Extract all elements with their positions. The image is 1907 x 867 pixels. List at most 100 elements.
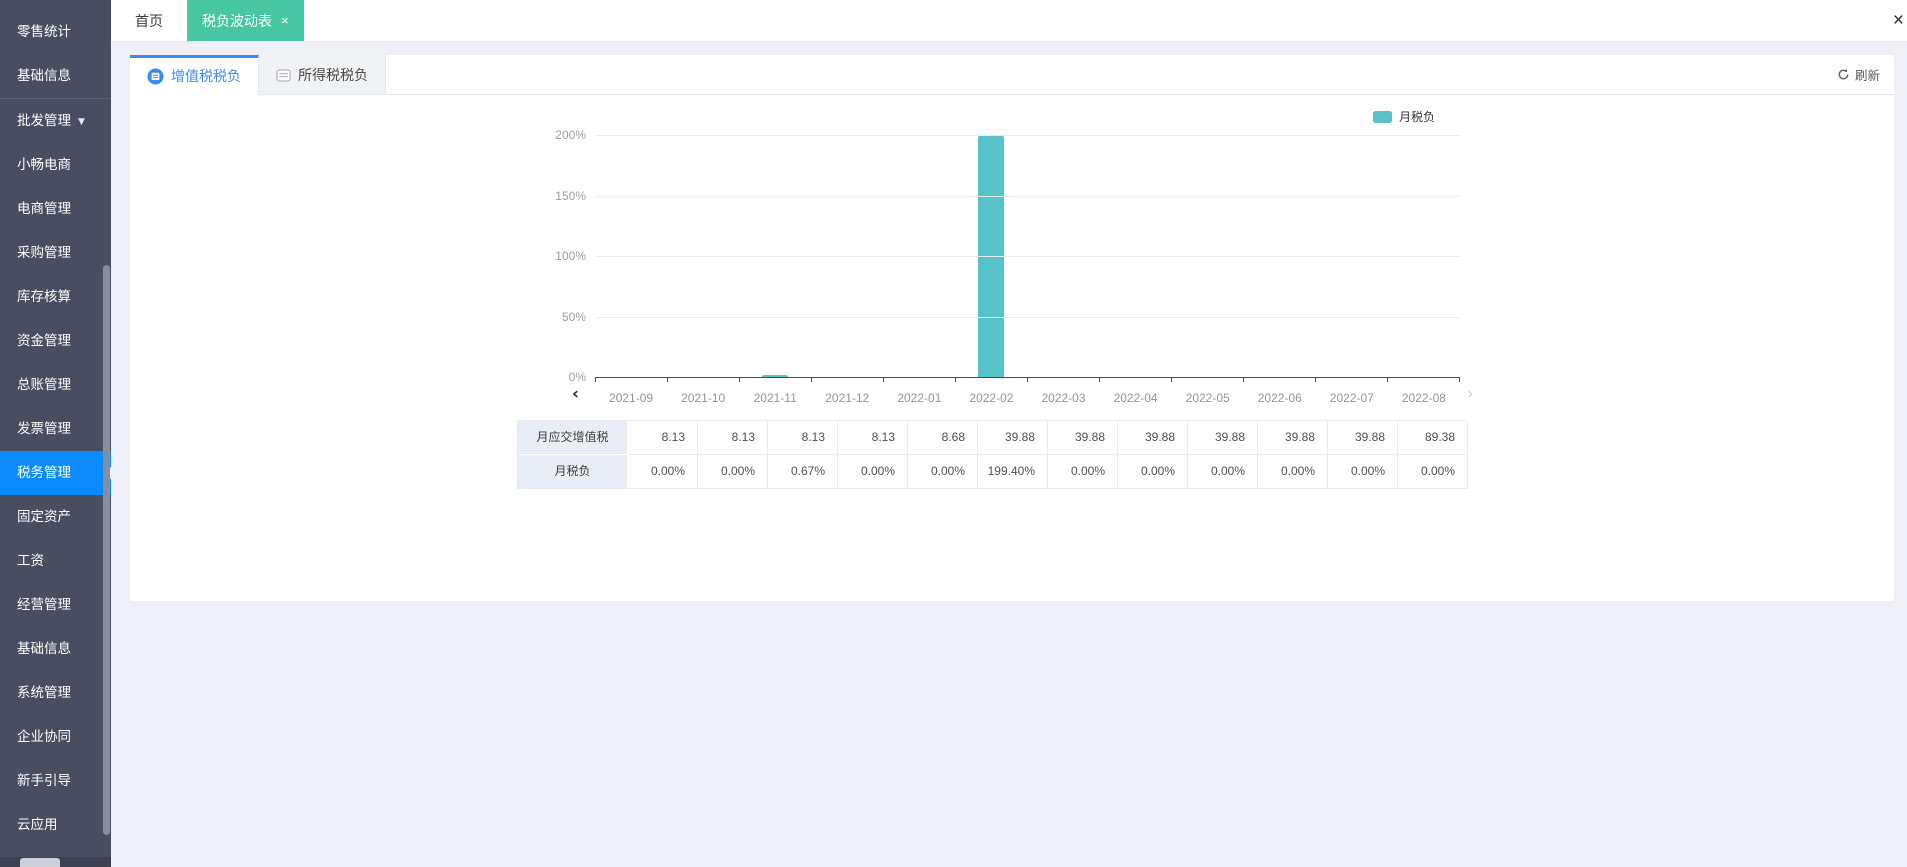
table-cell: 89.38 bbox=[1398, 421, 1468, 455]
refresh-button[interactable]: 刷新 bbox=[1837, 65, 1880, 84]
x-axis-labels: 2021-09 2021-10 2021-11 2021-12 2022-01 2022-… bbox=[595, 391, 1460, 405]
tab-income-tax-burden-label: 所得税税负 bbox=[298, 67, 368, 83]
sidebar-item-label: 采购管理 bbox=[17, 245, 71, 260]
tab-income-tax-burden[interactable]: 所得税税负 bbox=[259, 55, 386, 94]
sidebar-item-label: 工资 bbox=[17, 553, 44, 568]
sidebar-divider bbox=[0, 98, 111, 99]
chart-area: 月税负 200% 150% 100% 50% 0% 2021-09 2021-10 2021… bbox=[130, 95, 1894, 417]
x-axis-label: 2021-10 bbox=[681, 391, 726, 405]
table-row-header: 月应交增值税 bbox=[518, 421, 628, 455]
gridline bbox=[595, 316, 1460, 318]
x-axis-label: 2021-09 bbox=[609, 391, 654, 405]
table-cell: 8.13 bbox=[768, 421, 838, 455]
sidebar-item-18[interactable]: 云应用 bbox=[0, 803, 111, 847]
tab-tax-fluctuation[interactable]: 税负波动表 × bbox=[187, 0, 304, 41]
table-cell: 0.00% bbox=[1258, 455, 1328, 489]
gridline bbox=[595, 195, 1460, 197]
table-cell: 0.00% bbox=[1048, 455, 1118, 489]
sidebar-item-17[interactable]: 新手引导 bbox=[0, 759, 111, 803]
main-content: 增值税税负 所得税税负 刷新 月税负 bbox=[111, 42, 1907, 867]
table-cell: 0.00% bbox=[908, 455, 978, 489]
tax-panel: 增值税税负 所得税税负 刷新 月税负 bbox=[130, 55, 1894, 601]
sidebar-item-label: 小畅电商 bbox=[17, 157, 71, 172]
tax-data-table: 月应交增值税 8.13 8.13 8.13 8.13 8.68 39.88 39.88 39.8… bbox=[517, 420, 1468, 489]
x-tick bbox=[1244, 377, 1316, 382]
sidebar-item-label: 企业协同 bbox=[17, 729, 71, 744]
tab-tax-fluctuation-label: 税负波动表 bbox=[202, 12, 272, 29]
sidebar-item-6[interactable]: 库存核算 bbox=[0, 275, 111, 319]
table-cell: 0.67% bbox=[768, 455, 838, 489]
sidebar-item-9[interactable]: 发票管理 bbox=[0, 407, 111, 451]
tab-close-icon[interactable]: × bbox=[281, 13, 289, 28]
sidebar-item-label: 经营管理 bbox=[17, 597, 71, 612]
panel-tabs: 增值税税负 所得税税负 刷新 bbox=[130, 55, 1894, 95]
chart-next-button[interactable]: › bbox=[1467, 384, 1474, 404]
sidebar-item-7[interactable]: 资金管理 bbox=[0, 319, 111, 363]
tab-home[interactable]: 首页 bbox=[135, 12, 163, 29]
table-cell: 39.88 bbox=[978, 421, 1048, 455]
bar-2022-02 bbox=[978, 134, 1005, 377]
x-axis-label: 2021-11 bbox=[753, 391, 797, 405]
table-cell: 8.68 bbox=[908, 421, 978, 455]
bars-container bbox=[595, 134, 1460, 377]
x-axis-label: 2022-04 bbox=[1113, 391, 1158, 405]
sidebar-item-15[interactable]: 系统管理 bbox=[0, 671, 111, 715]
sidebar-item-label: 发票管理 bbox=[17, 421, 71, 436]
sidebar-collapse-button[interactable] bbox=[20, 858, 60, 867]
x-axis-ticks bbox=[595, 377, 1460, 382]
x-tick bbox=[884, 377, 956, 382]
sidebar-item-label: 资金管理 bbox=[17, 333, 71, 348]
x-axis-label: 2022-07 bbox=[1329, 391, 1374, 405]
sidebar-item-1[interactable]: 基础信息 bbox=[0, 54, 111, 98]
sidebar-item-4[interactable]: 电商管理 bbox=[0, 187, 111, 231]
x-tick bbox=[668, 377, 740, 382]
sidebar-item-16[interactable]: 企业协同 bbox=[0, 715, 111, 759]
sidebar-item-14[interactable]: 基础信息 bbox=[0, 627, 111, 671]
bar-2021-11 bbox=[762, 375, 789, 377]
sidebar-item-12[interactable]: 工资 bbox=[0, 539, 111, 583]
gridline bbox=[595, 135, 1460, 136]
sidebar-item-label: 总账管理 bbox=[17, 377, 71, 392]
sidebar-item-label: 零售统计 bbox=[17, 24, 71, 39]
sidebar-item-0[interactable]: 零售统计 bbox=[0, 10, 111, 54]
x-axis-label: 2022-01 bbox=[897, 391, 942, 405]
table-cell: 199.40% bbox=[978, 455, 1048, 489]
x-tick bbox=[1316, 377, 1388, 382]
x-axis-label: 2022-02 bbox=[969, 391, 1014, 405]
table-cell: 0.00% bbox=[1328, 455, 1398, 489]
chart-prev-button[interactable]: ‹ bbox=[572, 384, 580, 404]
x-tick bbox=[956, 377, 1028, 382]
x-axis-label: 2022-06 bbox=[1257, 391, 1302, 405]
sidebar-item-8[interactable]: 总账管理 bbox=[0, 363, 111, 407]
x-tick bbox=[740, 377, 812, 382]
x-tick bbox=[812, 377, 884, 382]
sidebar-menu: 零售统计 基础信息 批发管理 ▼ 小畅电商 电商管理 采购管理 库存核算 资金管理 总账管理 发票管… bbox=[0, 0, 111, 847]
table-cell: 39.88 bbox=[1328, 421, 1398, 455]
tab-vat-burden[interactable]: 增值税税负 bbox=[130, 55, 259, 95]
sidebar-scrollbar[interactable] bbox=[103, 265, 110, 835]
table-cell: 8.13 bbox=[698, 421, 768, 455]
y-axis-tick-label: 200% bbox=[555, 128, 586, 142]
refresh-icon bbox=[1838, 69, 1849, 80]
table-cell: 0.00% bbox=[838, 455, 908, 489]
sidebar-item-label: 电商管理 bbox=[17, 201, 71, 216]
sidebar-item-2[interactable]: 批发管理 ▼ bbox=[0, 99, 111, 143]
refresh-button-label: 刷新 bbox=[1854, 69, 1880, 83]
sidebar-item-10[interactable]: 税务管理 bbox=[0, 451, 111, 495]
caret-down-icon: ▼ bbox=[78, 117, 85, 127]
table-cell: 0.00% bbox=[698, 455, 768, 489]
window-close-icon[interactable]: × bbox=[1892, 10, 1904, 31]
sidebar-item-13[interactable]: 经营管理 bbox=[0, 583, 111, 627]
vat-tab-icon bbox=[147, 68, 164, 84]
sidebar-item-11[interactable]: 固定资产 bbox=[0, 495, 111, 539]
sidebar-item-5[interactable]: 采购管理 bbox=[0, 231, 111, 275]
chart-legend[interactable]: 月税负 bbox=[1372, 108, 1435, 125]
table-cell: 8.13 bbox=[628, 421, 698, 455]
sidebar-item-label: 基础信息 bbox=[17, 68, 71, 83]
sidebar-item-label: 云应用 bbox=[17, 817, 58, 832]
table-row-0: 月应交增值税 8.13 8.13 8.13 8.13 8.68 39.88 39.88 39.8… bbox=[518, 421, 1468, 455]
sidebar-item-3[interactable]: 小畅电商 bbox=[0, 143, 111, 187]
sidebar-bottom-bar bbox=[0, 857, 111, 867]
sidebar-item-label: 新手引导 bbox=[17, 773, 71, 788]
table-cell: 0.00% bbox=[1188, 455, 1258, 489]
